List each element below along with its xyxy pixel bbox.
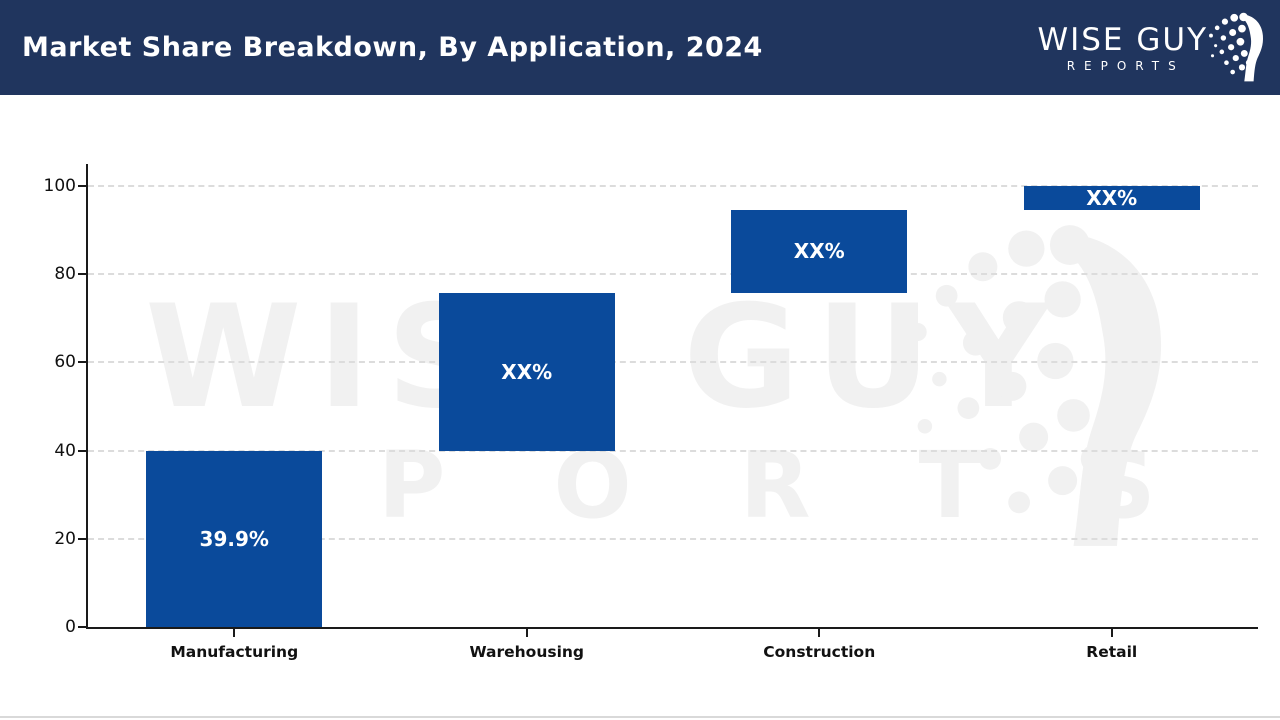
page-title: Market Share Breakdown, By Application, …: [22, 32, 763, 63]
x-tick-mark: [525, 629, 528, 637]
x-category-label: Retail: [1086, 643, 1138, 661]
x-category-label: Warehousing: [469, 643, 585, 661]
x-tick-mark: [233, 629, 236, 637]
dotted-head-icon: [1209, 12, 1264, 82]
y-tick-label: 80: [54, 264, 76, 285]
gridline: [88, 273, 1258, 276]
y-tick-label: 40: [54, 440, 76, 461]
brand-name: WISE GUY: [1037, 22, 1208, 58]
bar-retail: XX%: [1023, 185, 1200, 210]
y-tick-mark: [78, 626, 86, 628]
bar-warehousing: XX%: [438, 293, 615, 452]
y-tick-mark: [78, 537, 86, 540]
bar-value-label: XX%: [1086, 185, 1138, 210]
gridline: [88, 185, 1258, 187]
gridline: [88, 537, 1258, 540]
bar-construction: XX%: [731, 209, 908, 294]
y-tick-mark: [78, 273, 86, 276]
brand-subname: REPORTS: [1066, 59, 1185, 73]
bottom-divider: [0, 716, 1280, 718]
x-category-label: Construction: [763, 643, 876, 661]
bar-manufacturing: 39.9%: [146, 451, 323, 627]
gridline: [88, 449, 1258, 452]
y-tick-mark: [78, 361, 86, 364]
y-tick-label: 60: [54, 352, 76, 373]
y-tick-label: 0: [65, 617, 76, 637]
bar-value-label: XX%: [793, 239, 845, 264]
header-bar: Market Share Breakdown, By Application, …: [0, 0, 1280, 95]
y-tick-mark: [78, 449, 86, 452]
x-axis: [86, 627, 1258, 629]
waterfall-chart: 0 20 40 60 80 100 39.9% Manufacturing XX% Warehou…: [0, 95, 1280, 720]
y-tick-mark: [78, 185, 86, 187]
x-tick-mark: [818, 629, 821, 637]
x-tick-mark: [1110, 629, 1113, 637]
bar-value-label: XX%: [501, 360, 553, 385]
x-category-label: Manufacturing: [170, 643, 299, 661]
y-tick-label: 20: [54, 528, 76, 549]
gridline: [88, 361, 1258, 364]
brand-logo-text: WISE GUY REPORTS: [1037, 23, 1208, 73]
brand-logo: WISE GUY REPORTS: [1037, 8, 1266, 88]
bar-value-label: 39.9%: [199, 527, 269, 551]
y-tick-label: 100: [43, 176, 76, 196]
y-axis: [86, 163, 88, 629]
